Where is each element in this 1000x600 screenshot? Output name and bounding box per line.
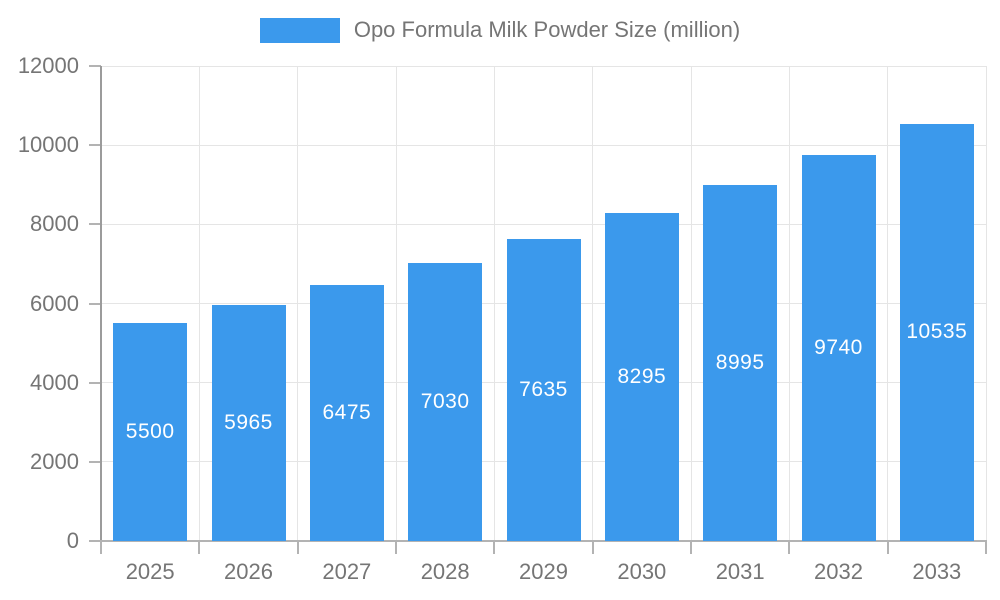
bar-value-label: 7635 [519,377,568,401]
y-axis-label: 8000 [30,211,79,237]
bar-value-label: 10535 [906,320,968,344]
horizontal-gridline [101,223,986,225]
vertical-gridline [690,66,692,541]
vertical-gridline [297,66,299,541]
y-axis-line [100,66,102,553]
bar[interactable] [703,184,778,541]
legend-label: Opo Formula Milk Powder Size (million) [353,17,741,42]
y-axis-tick [89,381,101,384]
vertical-gridline [493,66,495,541]
horizontal-gridline [101,144,986,146]
x-axis-tick [886,542,889,554]
y-axis-tick [89,540,101,542]
x-axis-label: 2029 [519,559,568,584]
bar[interactable] [309,284,384,541]
y-axis-label: 2000 [30,448,79,474]
y-axis-tick [89,65,101,67]
vertical-gridline [985,66,987,541]
bar[interactable] [506,238,581,541]
x-axis-tick [296,542,299,554]
bar-value-label: 8295 [617,364,667,388]
bar[interactable] [211,304,286,541]
x-axis-label: 2033 [912,559,962,584]
vertical-gridline [198,66,200,541]
y-axis-label: 10000 [17,132,79,158]
bar[interactable] [801,155,876,541]
legend-item[interactable]: Opo Formula Milk Powder Size (million) [0,17,1000,43]
bar-value-label: 6475 [322,400,372,424]
bar-value-label: 5965 [224,410,273,434]
y-axis-label: 6000 [30,290,79,316]
horizontal-gridline [101,65,986,67]
x-axis-tick [591,542,594,554]
x-axis-label: 2026 [224,559,273,584]
y-axis-tick [89,223,101,226]
bar[interactable] [408,262,483,541]
x-axis-tick [985,542,987,554]
x-axis-label: 2028 [420,559,470,584]
bar-value-label: 8995 [715,350,765,374]
legend-swatch-icon [259,17,340,43]
x-axis-tick [493,542,496,554]
y-axis-tick [89,302,101,305]
vertical-gridline [592,66,594,541]
x-axis-label: 2027 [322,559,372,584]
bar[interactable] [899,123,974,541]
vertical-gridline [395,66,397,541]
x-axis-label: 2025 [125,559,175,584]
x-axis-label: 2032 [814,559,863,584]
bar-value-label: 5500 [125,420,175,444]
bar[interactable] [604,212,679,541]
bar-value-label: 7030 [420,389,470,413]
y-axis-tick [89,460,101,463]
x-axis-label: 2031 [715,559,765,584]
x-axis-line [100,540,987,542]
x-axis-tick [788,542,791,554]
y-axis-tick [89,144,101,147]
vertical-gridline [887,66,889,541]
bar-value-label: 9740 [814,336,863,360]
x-axis-tick [690,542,692,554]
plot-area: 0 2000 4000 6000 8000 10000 12000 5500 2025 5965 2… [18,53,987,584]
x-axis-tick [198,542,201,554]
x-axis-tick [395,542,397,554]
y-axis-label: 0 [66,528,79,553]
vertical-gridline [788,66,790,541]
x-axis-label: 2030 [617,559,667,584]
bar[interactable] [113,323,188,541]
y-axis-label: 4000 [30,369,79,395]
x-axis-tick [100,542,102,554]
y-axis-label: 12000 [17,53,79,78]
